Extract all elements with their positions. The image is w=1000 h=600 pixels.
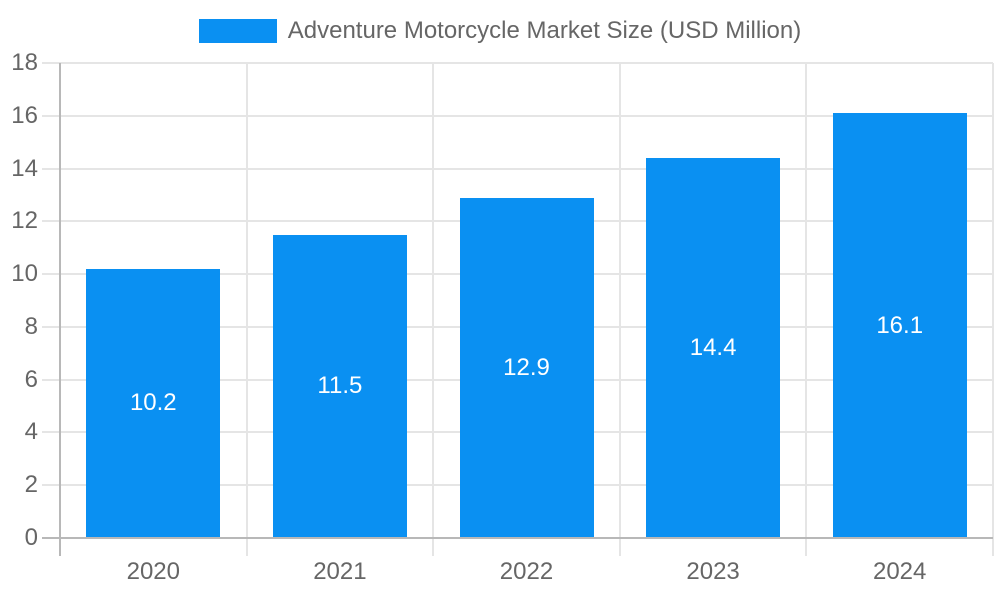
x-tick-label: 2022: [499, 558, 554, 585]
y-axis-line: [59, 63, 61, 556]
x-tick-label: 2024: [872, 558, 927, 585]
y-tick-label: 14: [11, 154, 38, 182]
y-gridline: [42, 114, 993, 117]
y-tick-label: 4: [24, 418, 38, 446]
y-tick-label: 12: [11, 207, 38, 235]
legend-swatch-icon: [198, 19, 277, 43]
chart-legend[interactable]: Adventure Motorcycle Market Size (USD Mi…: [0, 19, 1000, 43]
bar-2021[interactable]: [272, 234, 407, 538]
x-axis-baseline: [42, 537, 993, 539]
y-tick-label: 10: [11, 260, 38, 288]
y-gridline: [42, 167, 993, 170]
y-tick-label: 2: [24, 471, 38, 499]
y-tick-label: 16: [11, 101, 38, 129]
x-gridline: [432, 63, 435, 556]
y-tick-label: 0: [24, 524, 38, 551]
x-gridline: [245, 63, 248, 556]
legend-label: Adventure Motorcycle Market Size (USD Mi…: [287, 17, 802, 44]
x-tick-label: 2020: [126, 558, 180, 585]
x-tick-label: 2023: [686, 558, 740, 585]
y-gridline: [42, 62, 993, 64]
bar-2022[interactable]: [459, 197, 594, 538]
bar-2024[interactable]: [832, 113, 967, 538]
x-tick-label: 2021: [313, 558, 367, 585]
bar-2023[interactable]: [646, 158, 781, 538]
x-gridline: [805, 63, 808, 556]
y-tick-label: 8: [24, 312, 38, 340]
x-gridline: [618, 63, 621, 556]
bar-2020[interactable]: [86, 268, 221, 538]
y-tick-label: 18: [11, 49, 38, 76]
x-gridline: [992, 63, 994, 556]
y-tick-label: 6: [24, 365, 38, 393]
